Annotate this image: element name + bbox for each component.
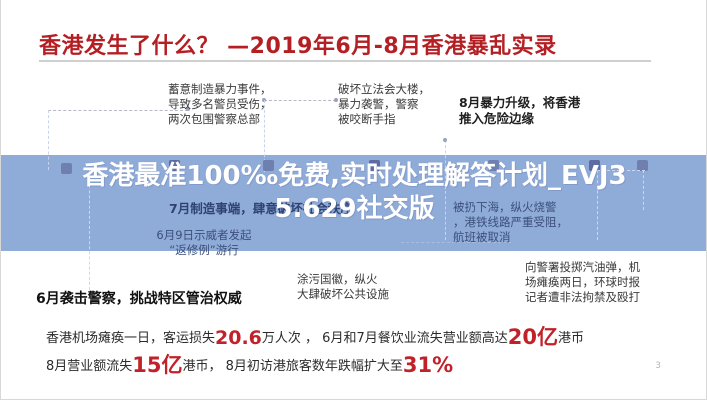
stat-text: 香港机场瘫痪一日，客运损失 bbox=[46, 331, 216, 346]
timeline-block-sea-arson: 被扔下海，纵火烧警 ，港铁线路严重受阻， 航班被取消 bbox=[453, 200, 568, 244]
timeline-marker bbox=[61, 163, 72, 174]
connector-line bbox=[48, 110, 49, 170]
stat-text: 港币， 8月初访港旅客数年跌幅扩大至 bbox=[182, 359, 403, 374]
connector-line bbox=[264, 100, 336, 101]
timeline-block-june9-march: 6月9日示威者发起 “返修例”游行 bbox=[156, 228, 252, 257]
connector-line bbox=[264, 100, 265, 172]
connector-line bbox=[597, 170, 645, 171]
stat-value: 31% bbox=[402, 353, 454, 377]
timeline-block-emblem-defaced: 涂污国徽，纵火 大肆破坏公共设施 bbox=[297, 272, 389, 301]
timeline-block-august-escalation: 8月暴力升级，将香港 推入危险边缘 bbox=[459, 95, 581, 126]
stat-text: 港币 bbox=[557, 331, 584, 346]
timeline-marker bbox=[637, 160, 648, 171]
connector-dot bbox=[186, 107, 190, 111]
stat-line-1: 香港机场瘫痪一日，客运损失20.6万人次 ， 6月和7月餐饮业流失营业额高达20… bbox=[46, 327, 584, 349]
connector-dot bbox=[443, 138, 447, 142]
timeline-block-molotov-airport: 向警署投掷汽油弹，机 场瘫痪两日，环球时报 记者遭非法拘禁及殴打 bbox=[525, 260, 640, 304]
stat-value: 20亿 bbox=[507, 325, 558, 349]
timeline-marker bbox=[589, 160, 600, 171]
stat-value: 15亿 bbox=[132, 353, 183, 377]
timeline-marker bbox=[263, 160, 274, 171]
page-number: 3 bbox=[655, 361, 661, 371]
timeline-block-legco-damage: 破坏立法会大楼， 暴力袭警，警察 被咬断手指 bbox=[338, 82, 430, 126]
connector-line bbox=[643, 170, 644, 210]
section-heading: 6月袭击警察，挑战特区管治权威 bbox=[36, 291, 242, 307]
stat-line-2: 8月营业额流失15亿港币， 8月初访港旅客数年跌幅扩大至31% bbox=[46, 355, 453, 377]
page-title: 香港发生了什么？ —2019年6月-8月香港暴乱实录 bbox=[39, 34, 557, 59]
timeline-block-june-violence: 蓄意制造暴力事件， 导致多名警员受伤， 两次包围警察总部 bbox=[168, 82, 272, 126]
timeline-block-july-heading: 7月制造事端，肆意破坏社会秩序 bbox=[169, 201, 353, 216]
connector-dot bbox=[334, 98, 338, 102]
stat-value: 20.6 bbox=[215, 327, 262, 349]
timeline-band bbox=[1, 155, 706, 251]
connector-line bbox=[89, 170, 90, 290]
connector-line bbox=[401, 242, 511, 243]
stat-text: 8月营业额流失 bbox=[46, 359, 133, 374]
timeline-marker bbox=[488, 160, 499, 171]
connector-line bbox=[445, 140, 446, 240]
stat-text: 万人次 ， 6月和7月餐饮业流失营业额高达 bbox=[261, 331, 508, 346]
connector-line bbox=[597, 170, 598, 240]
connector-line bbox=[48, 110, 188, 111]
timeline-marker bbox=[369, 160, 380, 171]
title-divider bbox=[39, 60, 651, 62]
